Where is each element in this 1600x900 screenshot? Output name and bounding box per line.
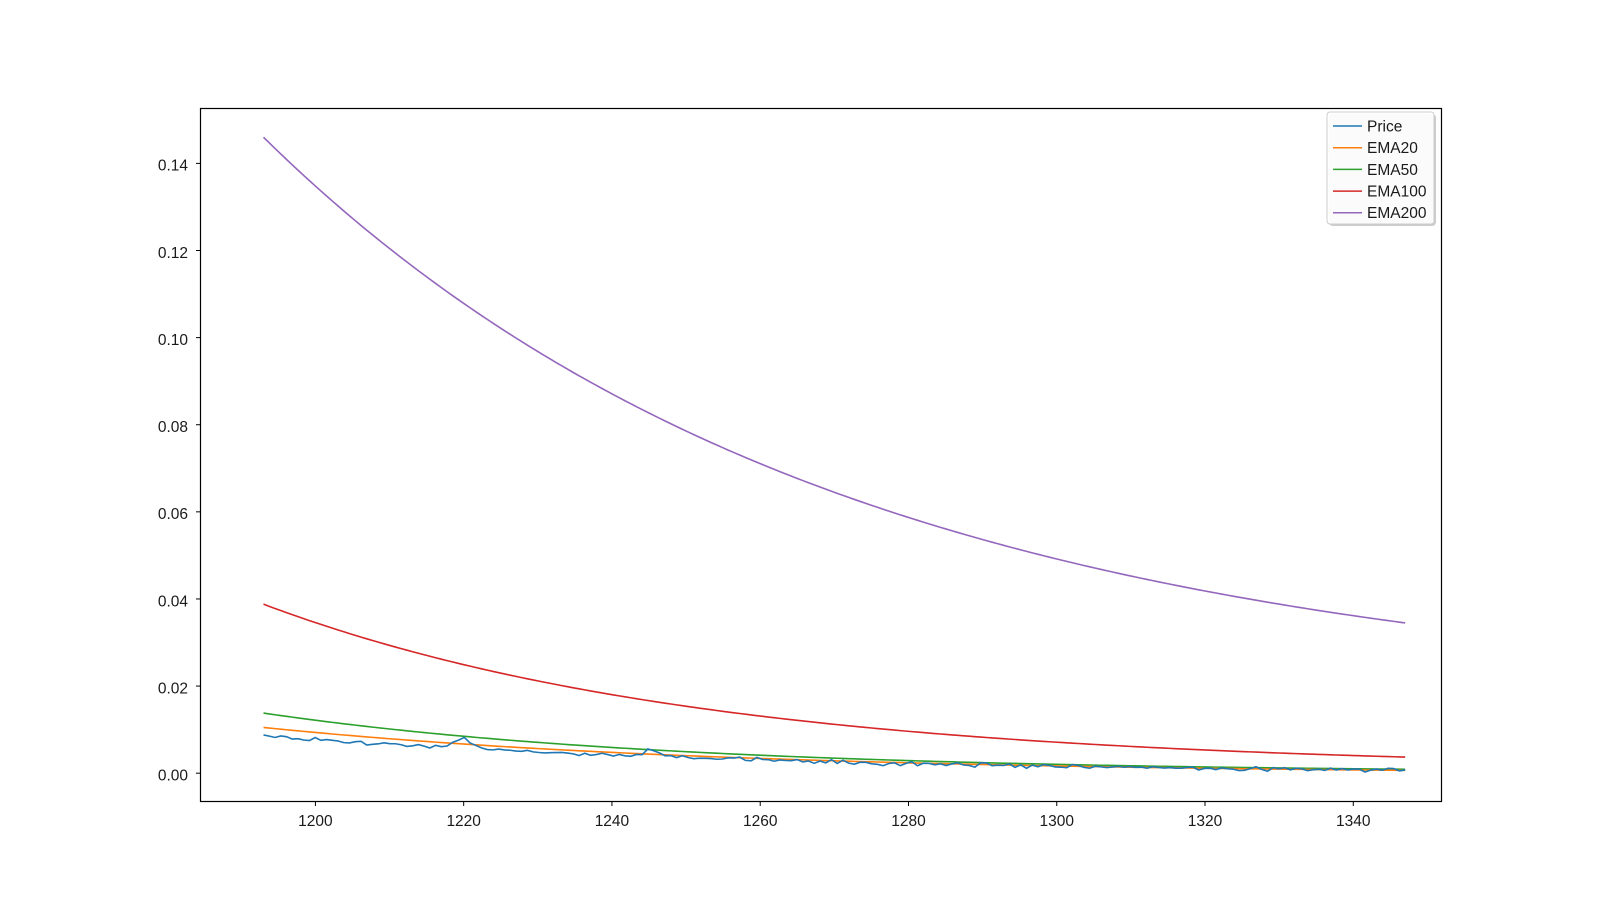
svg-text:EMA200: EMA200 bbox=[1367, 205, 1427, 222]
svg-text:EMA100: EMA100 bbox=[1367, 184, 1427, 201]
svg-text:1280: 1280 bbox=[891, 813, 926, 830]
svg-text:EMA50: EMA50 bbox=[1367, 162, 1418, 179]
svg-text:0.08: 0.08 bbox=[158, 419, 188, 436]
svg-text:0.14: 0.14 bbox=[158, 158, 189, 175]
svg-text:1200: 1200 bbox=[298, 813, 333, 830]
svg-text:0.04: 0.04 bbox=[158, 593, 189, 610]
svg-text:0.06: 0.06 bbox=[158, 506, 188, 523]
svg-text:Price: Price bbox=[1367, 118, 1402, 135]
svg-text:1260: 1260 bbox=[743, 813, 778, 830]
svg-text:0.00: 0.00 bbox=[158, 768, 189, 785]
svg-text:1320: 1320 bbox=[1188, 813, 1223, 830]
svg-text:EMA20: EMA20 bbox=[1367, 140, 1418, 157]
svg-text:1220: 1220 bbox=[446, 813, 481, 830]
svg-text:0.10: 0.10 bbox=[158, 332, 189, 349]
svg-text:0.02: 0.02 bbox=[158, 680, 188, 697]
svg-text:0.12: 0.12 bbox=[158, 245, 188, 262]
svg-text:1300: 1300 bbox=[1040, 813, 1075, 830]
svg-text:1340: 1340 bbox=[1336, 813, 1371, 830]
svg-text:1240: 1240 bbox=[595, 813, 630, 830]
